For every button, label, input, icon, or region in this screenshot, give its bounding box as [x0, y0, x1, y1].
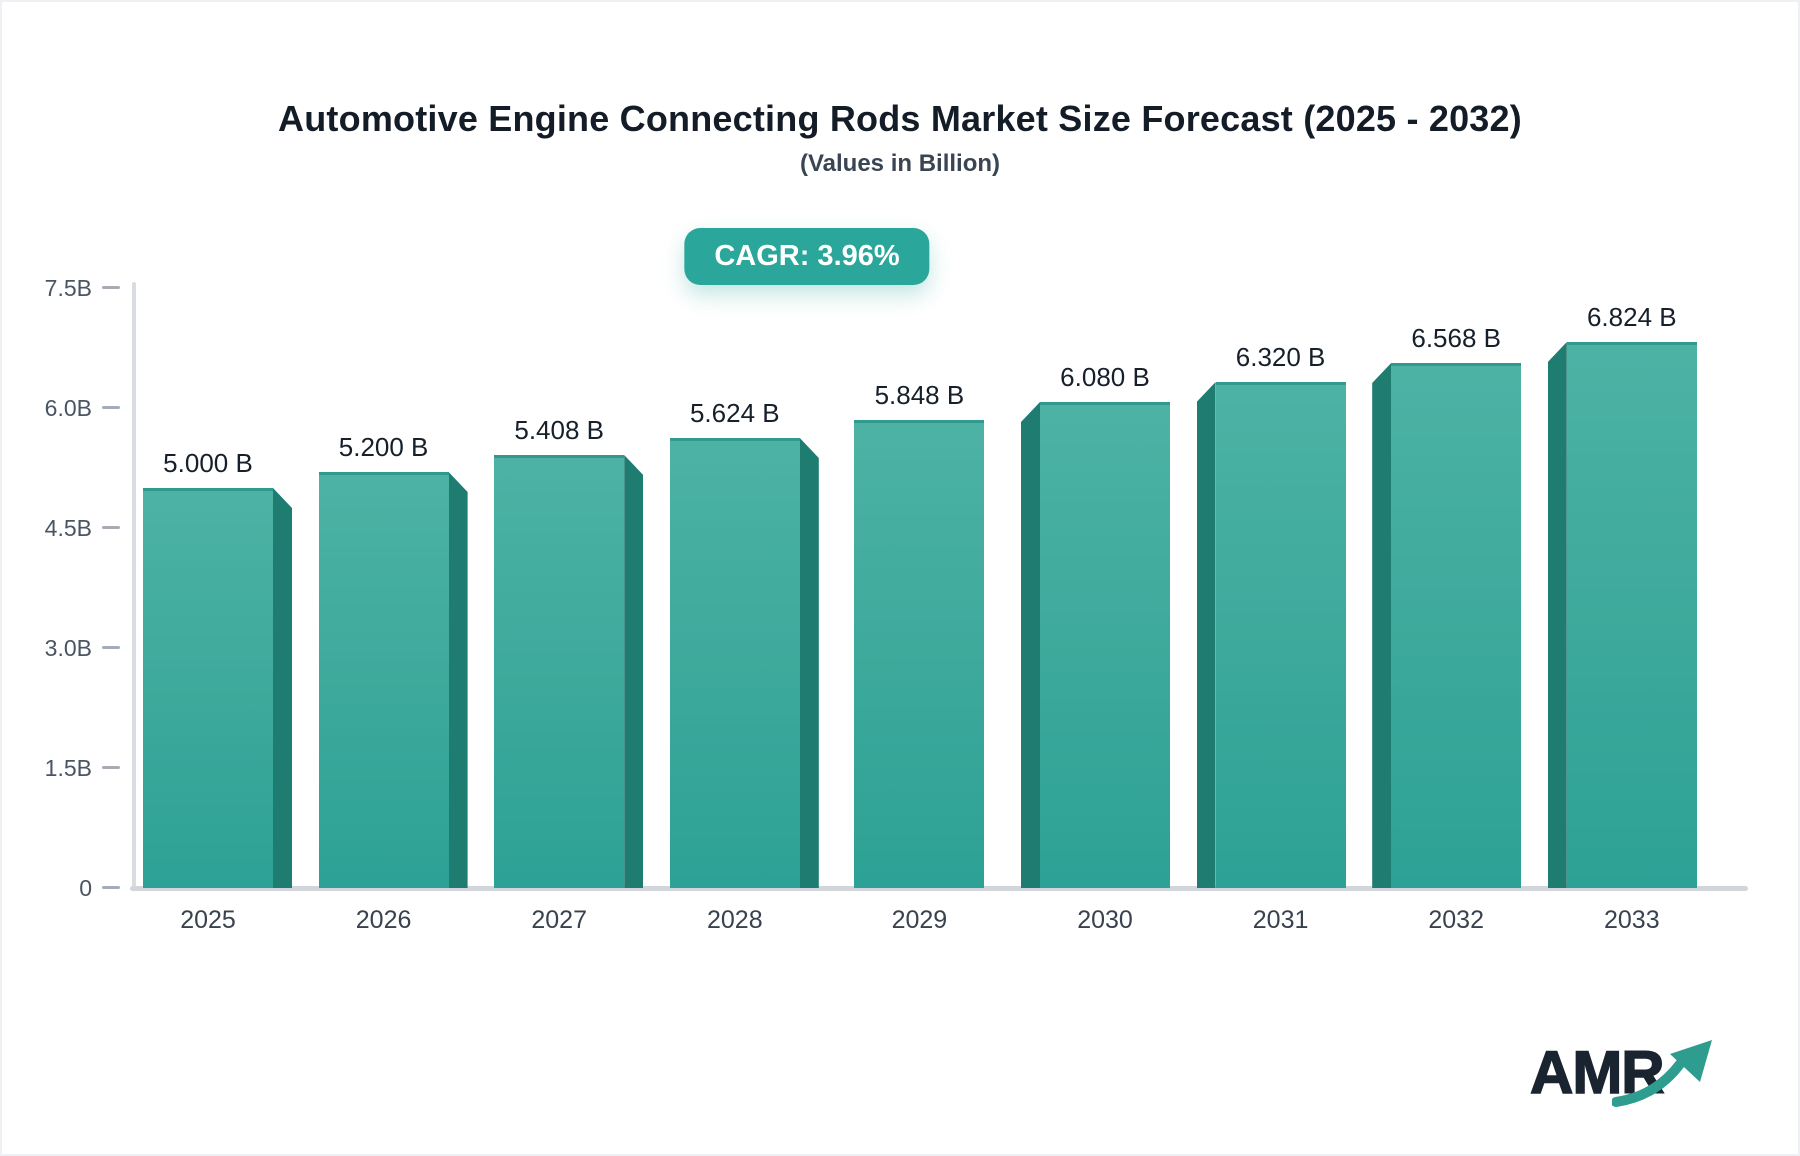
amr-logo: AMR: [1529, 1030, 1730, 1116]
bar-value-label: 6.568 B: [1411, 323, 1501, 353]
bar-value-label: 5.408 B: [514, 415, 604, 445]
bar-value-label: 5.624 B: [689, 398, 780, 428]
x-tick-label: 2033: [1603, 906, 1660, 934]
bar: [494, 455, 625, 888]
bar-value-label: 6.320 B: [1235, 342, 1326, 372]
x-tick-label: 2025: [180, 906, 236, 934]
y-tick-mark: [102, 886, 120, 889]
x-tick-label: 2032: [1428, 906, 1484, 934]
bar-value-label: 6.080 B: [1060, 362, 1150, 392]
x-tick-label: 2029: [891, 906, 948, 934]
y-tick-label: 3.0B: [44, 635, 92, 661]
bar-value-label: 5.000 B: [163, 448, 253, 478]
x-tick-label: 2028: [706, 906, 763, 934]
cagr-badge: CAGR: 3.96%: [684, 228, 930, 285]
x-tick-label: 2031: [1252, 906, 1309, 934]
bar: [1391, 363, 1522, 888]
chart-subtitle: (Values in Billion): [799, 150, 1001, 177]
bar: [854, 420, 985, 888]
trend-up-arrow-icon: [1612, 1040, 1712, 1107]
x-tick-label: 2027: [531, 906, 587, 934]
x-tick-label: 2026: [355, 906, 412, 934]
bar: [318, 472, 449, 888]
y-tick-label: 6.0B: [44, 395, 92, 421]
bar: [1215, 382, 1346, 888]
bar: [669, 438, 800, 888]
y-axis-line: [132, 282, 136, 888]
y-tick-label: 0: [79, 875, 92, 901]
y-tick-mark: [102, 766, 120, 769]
bar-side-face: [1372, 363, 1392, 888]
bar-side-face: [448, 472, 468, 888]
y-tick-label: 7.5B: [44, 275, 92, 301]
y-tick-mark: [102, 286, 120, 289]
y-tick-label: 1.5B: [44, 755, 92, 781]
bar-side-face: [273, 488, 292, 888]
bar-value-label: 5.848 B: [874, 380, 965, 410]
y-tick-label: 4.5B: [44, 515, 92, 541]
bar-side-face: [799, 438, 819, 888]
bar: [143, 488, 273, 888]
y-tick-mark: [102, 526, 120, 529]
x-tick-label: 2030: [1077, 906, 1133, 934]
bar-value-label: 6.824 B: [1586, 302, 1677, 332]
y-tick-mark: [102, 646, 120, 649]
bar: [1040, 402, 1170, 888]
y-tick-mark: [102, 406, 120, 409]
x-axis-line: [130, 886, 1748, 891]
bar-side-face: [1196, 382, 1216, 888]
bar-side-face: [624, 455, 644, 888]
bar: [1566, 342, 1697, 888]
bar-side-face: [1021, 402, 1040, 888]
chart-title: Automotive Engine Connecting Rods Market…: [278, 98, 1522, 139]
bar-value-label: 5.200 B: [338, 432, 429, 462]
bar-side-face: [1547, 342, 1567, 888]
